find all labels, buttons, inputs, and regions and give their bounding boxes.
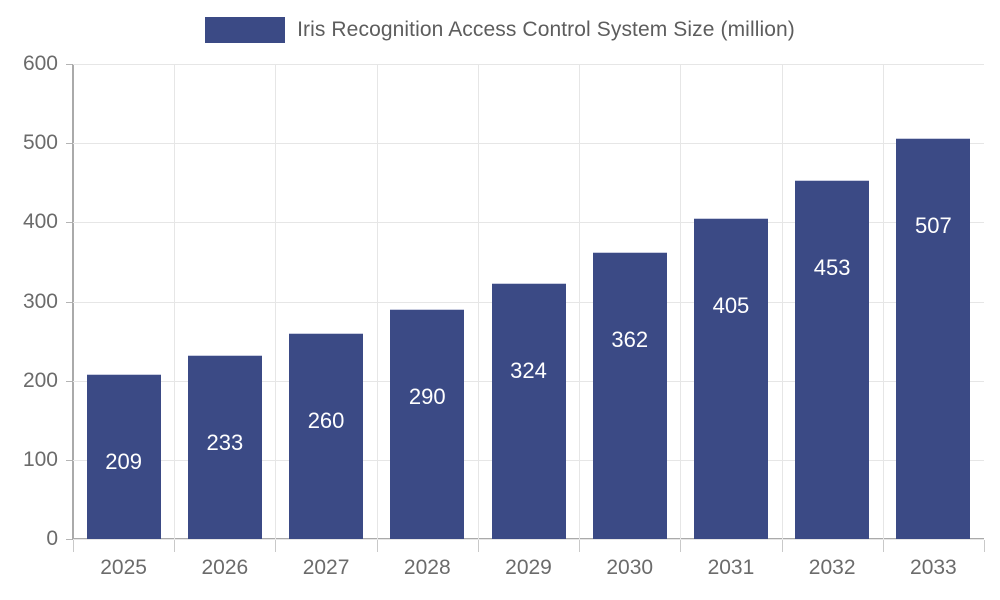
gridline-horizontal <box>73 64 984 65</box>
y-axis-tick-label: 300 <box>22 289 58 313</box>
gridline-vertical <box>174 64 176 539</box>
y-axis-tick-label: 100 <box>22 447 58 471</box>
x-axis-tick <box>680 540 682 552</box>
gridline-vertical <box>781 64 783 539</box>
y-axis-tick-label: 400 <box>22 210 58 234</box>
bar-value-label: 324 <box>510 357 547 383</box>
gridline-vertical <box>680 64 682 539</box>
x-axis-tick <box>174 540 176 552</box>
y-axis-tick <box>66 459 72 461</box>
bar[interactable]: 233 <box>187 354 262 539</box>
gridline-vertical <box>579 64 581 539</box>
gridline-vertical <box>477 64 479 539</box>
y-axis-tick <box>66 143 72 145</box>
x-axis-tick <box>579 540 581 552</box>
y-axis-tick <box>66 222 72 224</box>
y-axis-tick <box>66 301 72 303</box>
x-axis-tick <box>781 540 783 552</box>
x-axis-tick <box>882 540 884 552</box>
bar[interactable]: 260 <box>289 333 364 539</box>
bar-value-label: 362 <box>611 327 649 353</box>
bar[interactable]: 324 <box>491 282 566 539</box>
y-axis-tick-label: 500 <box>22 131 58 155</box>
y-axis-tick <box>66 380 72 382</box>
bar-value-label: 290 <box>408 384 446 410</box>
bar[interactable]: 405 <box>693 218 768 539</box>
bar-value-label: 209 <box>105 448 142 474</box>
bar[interactable]: 507 <box>896 137 971 539</box>
bar-value-label: 507 <box>915 212 952 238</box>
legend-label: Iris Recognition Access Control System S… <box>297 18 795 41</box>
bar[interactable]: 362 <box>592 252 667 539</box>
gridline-vertical <box>275 64 277 539</box>
gridline-horizontal <box>73 539 984 540</box>
gridline-horizontal <box>73 222 984 224</box>
legend-item-iris-recognition[interactable]: Iris Recognition Access Control System S… <box>205 17 795 43</box>
x-axis-tick-label: 2033 <box>910 556 957 579</box>
y-axis-tick-label: 600 <box>22 52 58 75</box>
bar-value-label: 405 <box>712 293 750 319</box>
x-axis-tick <box>73 540 74 552</box>
x-axis-tick-label: 2027 <box>302 556 350 579</box>
x-axis-tick-label: 2028 <box>403 556 451 579</box>
bar[interactable]: 209 <box>86 373 161 539</box>
chart-legend: Iris Recognition Access Control System S… <box>0 10 1000 50</box>
x-axis-tick-label: 2030 <box>606 556 654 579</box>
x-axis-tick-label: 2025 <box>100 556 147 579</box>
gridline-horizontal <box>73 143 984 145</box>
y-axis-tick-label: 200 <box>22 368 58 392</box>
y-axis-tick <box>66 64 72 65</box>
y-axis-tick <box>66 539 72 540</box>
gridline-vertical <box>882 64 884 539</box>
x-axis-tick-label: 2026 <box>201 556 249 579</box>
x-axis-tick-label: 2032 <box>808 556 856 579</box>
bar-value-label: 233 <box>206 429 244 455</box>
plot-area: 209 233 260 290 324 362 405 453 507 <box>73 64 984 540</box>
x-axis-tick-label: 2029 <box>505 556 552 579</box>
x-axis-tick <box>376 540 378 552</box>
x-axis-tick-label: 2031 <box>707 556 755 579</box>
y-axis-tick-label: 0 <box>46 527 58 550</box>
bar-value-label: 453 <box>813 255 851 281</box>
bar[interactable]: 453 <box>795 180 870 539</box>
x-axis-tick <box>477 540 479 552</box>
legend-swatch-icon <box>205 17 286 43</box>
bar-value-label: 260 <box>307 408 345 434</box>
bar[interactable]: 290 <box>390 309 465 539</box>
x-axis-tick <box>984 540 985 552</box>
gridline-vertical <box>376 64 378 539</box>
x-axis-tick <box>275 540 277 552</box>
